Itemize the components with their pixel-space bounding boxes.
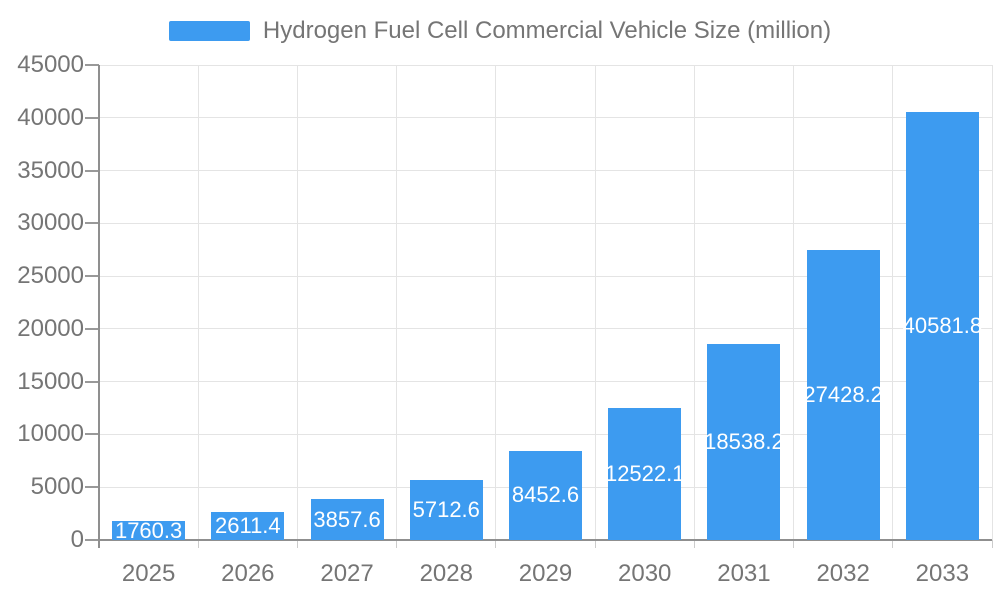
legend-label: Hydrogen Fuel Cell Commercial Vehicle Si…: [262, 17, 832, 44]
x-axis-tick: [495, 540, 497, 548]
y-axis-label: 30000: [17, 209, 84, 237]
y-axis-label: 5000: [30, 473, 84, 501]
y-axis-label: 35000: [17, 156, 84, 184]
y-gridline: [99, 381, 992, 383]
y-gridline: [99, 170, 992, 172]
x-gridline: [991, 65, 993, 540]
bar-2030[interactable]: [608, 407, 682, 540]
y-axis-label: 40000: [17, 103, 84, 131]
y-axis-label: 10000: [17, 420, 84, 448]
x-gridline: [197, 65, 199, 540]
bar-2031[interactable]: [707, 344, 781, 540]
x-axis-tick: [693, 540, 695, 548]
y-axis-label: 15000: [17, 367, 84, 395]
y-axis-label: 0: [70, 526, 84, 553]
y-axis-tick: [85, 380, 99, 383]
y-axis-tick: [85, 433, 99, 436]
y-axis-tick: [85, 64, 99, 66]
x-axis-tick: [793, 540, 795, 548]
y-axis-label: 20000: [17, 314, 84, 342]
x-gridline: [793, 65, 795, 540]
bar-2028[interactable]: [409, 479, 483, 540]
bar-2032[interactable]: [806, 250, 880, 540]
x-gridline: [693, 65, 695, 540]
x-axis-tick: [991, 540, 993, 548]
y-gridline: [99, 328, 992, 330]
x-axis-label: 2025: [121, 560, 176, 587]
bar-2027[interactable]: [310, 499, 384, 540]
x-gridline: [594, 65, 596, 540]
y-axis-tick: [85, 275, 99, 278]
x-axis-tick: [197, 540, 199, 548]
x-axis-tick: [892, 540, 894, 548]
x-axis-tick: [296, 540, 298, 548]
x-gridline: [396, 65, 398, 540]
x-axis-label: 2027: [320, 560, 374, 587]
y-axis-tick: [85, 222, 99, 225]
y-gridline: [99, 433, 992, 435]
x-axis-label: 2029: [518, 560, 573, 587]
legend[interactable]: Hydrogen Fuel Cell Commercial Vehicle Si…: [0, 17, 1000, 45]
x-axis-label: 2033: [915, 560, 970, 587]
bar-2029[interactable]: [509, 450, 582, 540]
x-axis-label: 2026: [221, 560, 275, 587]
y-axis-label: 25000: [17, 262, 84, 290]
y-axis-tick: [85, 116, 99, 119]
x-gridline: [892, 65, 894, 540]
y-gridline: [99, 275, 992, 277]
x-gridline: [495, 65, 497, 540]
y-gridline: [99, 64, 992, 66]
bar-2026[interactable]: [211, 512, 285, 540]
x-gridline: [296, 65, 298, 540]
y-axis-tick: [85, 539, 99, 541]
x-axis-tick: [396, 540, 398, 548]
x-axis-line: [99, 539, 992, 541]
y-axis-tick: [85, 169, 99, 172]
bar-2025[interactable]: [112, 521, 186, 540]
y-gridline: [99, 117, 992, 119]
x-axis-label: 2028: [419, 560, 473, 587]
y-gridline: [99, 222, 992, 224]
x-axis-label: 2032: [816, 560, 870, 587]
y-axis-tick: [85, 486, 99, 489]
y-axis-line: [98, 65, 100, 548]
bar-2033[interactable]: [905, 111, 979, 540]
y-axis-tick: [85, 327, 99, 330]
x-axis-label: 2031: [717, 560, 771, 587]
x-axis-tick: [594, 540, 596, 548]
x-axis-label: 2030: [618, 560, 672, 587]
y-axis-label: 45000: [17, 51, 84, 78]
legend-swatch: [168, 21, 250, 41]
